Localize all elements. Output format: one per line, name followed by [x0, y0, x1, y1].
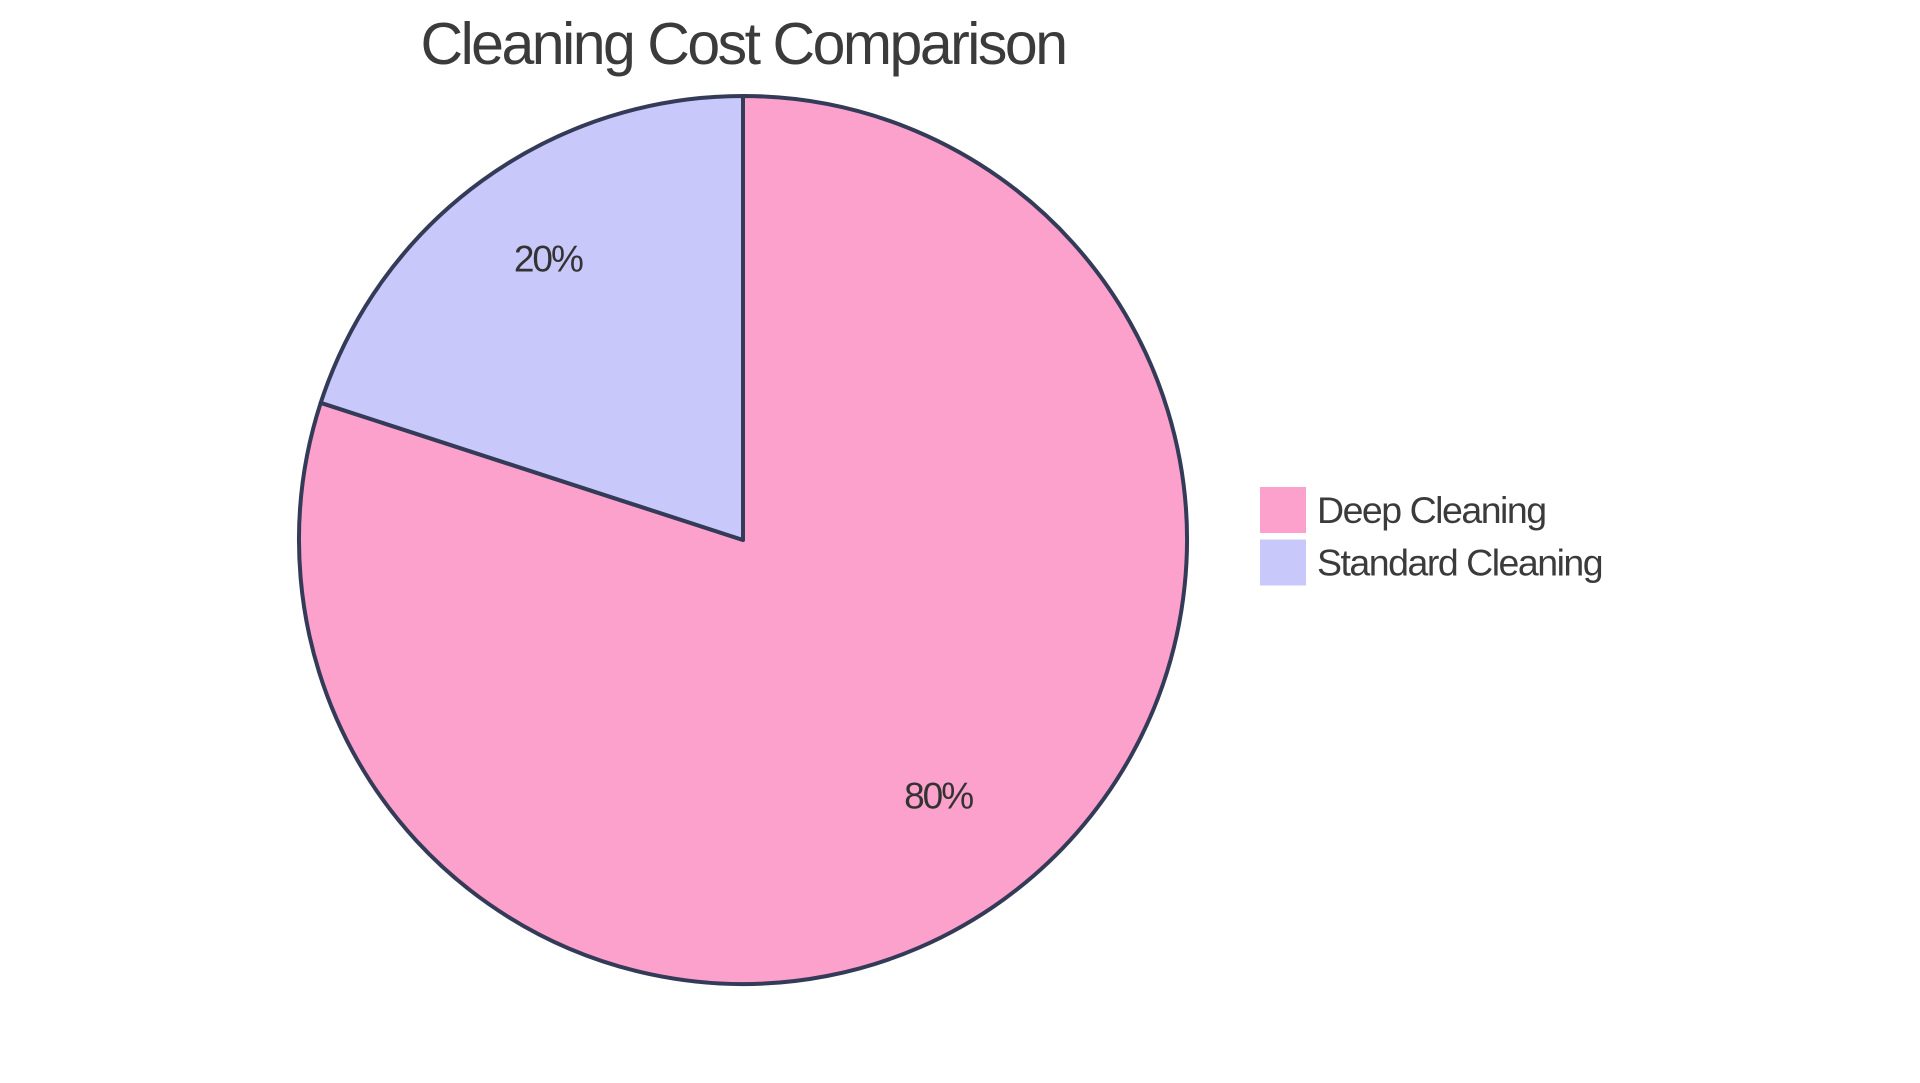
pie-slices: [297, 94, 1189, 986]
pie-slice-labels: 80% 20%: [514, 238, 975, 817]
pie-slice-percent-label: 20%: [514, 238, 583, 279]
legend-swatch-standard-cleaning: [1260, 539, 1306, 586]
legend: Deep Cleaning Standard Cleaning: [1260, 487, 1604, 586]
chart-title: Cleaning Cost Comparison: [420, 11, 1065, 77]
legend-label-standard-cleaning: Standard Cleaning: [1317, 542, 1602, 584]
legend-label-deep-cleaning: Deep Cleaning: [1317, 489, 1546, 531]
pie-slice-percent-label: 80%: [904, 776, 973, 817]
pie-slice-standard-cleaning: [318, 94, 745, 542]
legend-swatch-deep-cleaning: [1260, 487, 1306, 533]
